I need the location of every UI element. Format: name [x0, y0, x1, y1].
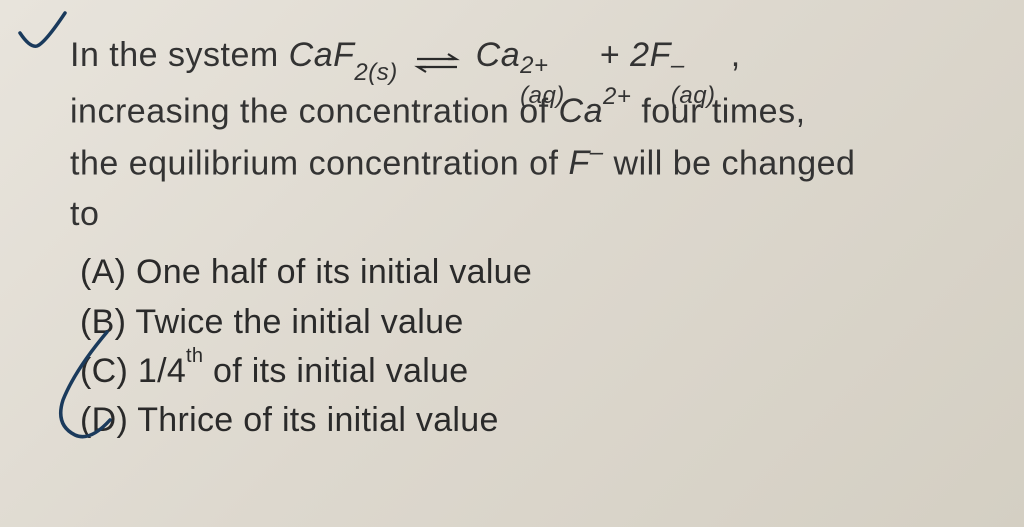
- option-a[interactable]: (A) One half of its initial value: [80, 248, 974, 297]
- options-list: (A) One half of its initial value (B) Tw…: [70, 248, 974, 445]
- option-d-text: Thrice of its initial value: [137, 401, 498, 439]
- fminus-sub: (aq): [671, 78, 716, 114]
- caf2-f: F: [333, 36, 354, 74]
- formula-fminus-inline: F–: [568, 144, 613, 182]
- option-a-label: (A): [80, 253, 136, 291]
- fminus-two: 2: [630, 36, 649, 74]
- ca2plus-ca: Ca: [476, 36, 520, 74]
- fminus-f: F: [650, 36, 671, 74]
- fminus-inline-f: F: [568, 144, 589, 182]
- option-b-text: Twice the initial value: [135, 303, 463, 341]
- question-line2-part2: four times,: [641, 92, 805, 130]
- option-c-text1: 1/4: [138, 352, 186, 390]
- option-c-th: th: [186, 345, 203, 367]
- ca2plus-inline-sup: 2+: [603, 83, 631, 110]
- formula-caf2: CaF2(s): [289, 36, 408, 74]
- formula-ca2plus-inline: Ca2+: [559, 92, 642, 130]
- option-c[interactable]: (C) 1/4th of its initial value: [80, 347, 974, 396]
- option-c-text2: of its initial value: [203, 352, 468, 390]
- option-a-text: One half of its initial value: [136, 253, 532, 291]
- option-d[interactable]: (D) Thrice of its initial value: [80, 396, 974, 445]
- question-line1-text: In the system: [70, 36, 289, 74]
- trailing-comma: ,: [731, 36, 741, 74]
- question-line3-part1: the equilibrium concentration of: [70, 144, 568, 182]
- formula-ca2plus: Ca2+(aq): [476, 36, 560, 74]
- caf2-sub: 2(s): [354, 59, 397, 86]
- ca2plus-inline-ca: Ca: [559, 92, 603, 130]
- pen-mark-top: [15, 8, 75, 58]
- option-b[interactable]: (B) Twice the initial value: [80, 298, 974, 347]
- caf2-ca: Ca: [289, 36, 333, 74]
- question-line4: to: [70, 195, 99, 233]
- fminus-inline-sup: –: [590, 139, 604, 166]
- question-line2-part1: increasing the concentration of: [70, 92, 559, 130]
- question-stem: In the system CaF2(s) Ca2+(aq) + 2F–(aq)…: [70, 30, 974, 240]
- equilibrium-arrows-icon: [412, 42, 462, 72]
- ca2plus-sub: (aq): [520, 78, 565, 114]
- formula-2fminus: 2F–(aq): [630, 36, 711, 74]
- question-line3-part2: will be changed: [614, 144, 856, 182]
- plus-sign: +: [590, 36, 630, 74]
- pen-mark-answer: [35, 330, 115, 450]
